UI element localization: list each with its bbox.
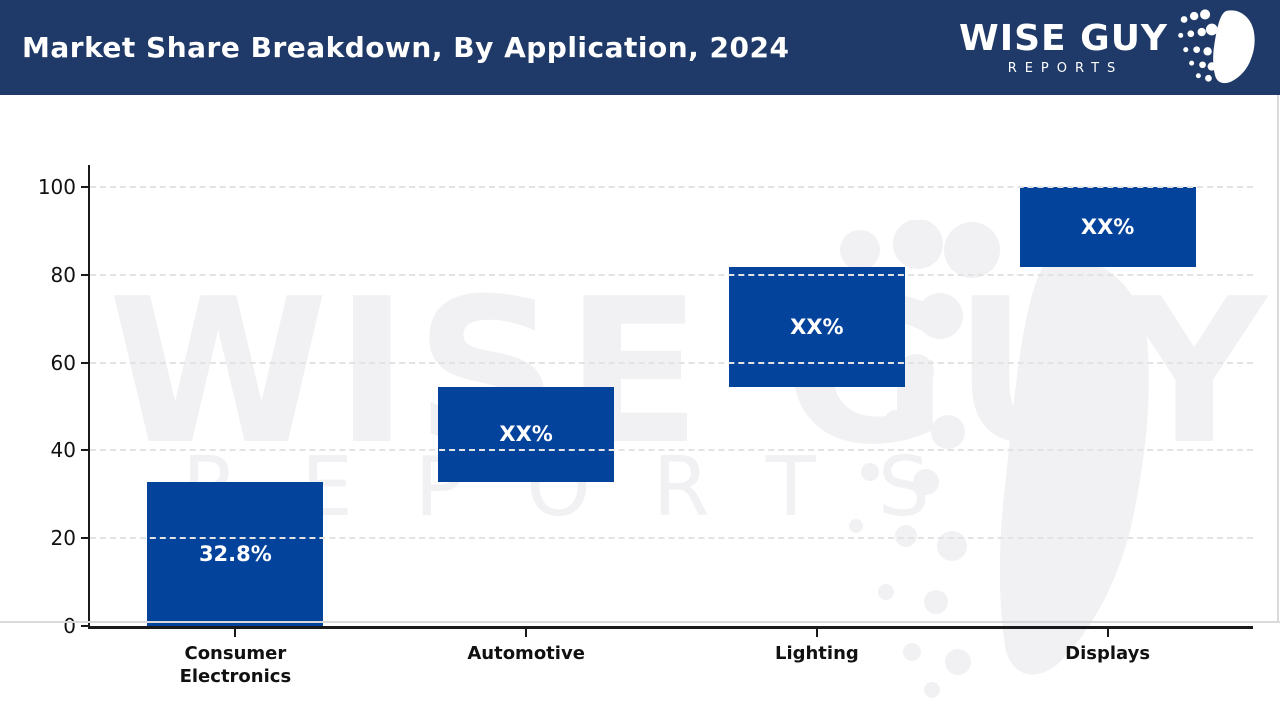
y-tick-mark-20 — [81, 537, 90, 540]
chart-canvas: WISE GUY REPORTS 0 20 40 60 80 100 32.8% Consum… — [0, 95, 1280, 720]
bar-value-label: XX% — [1080, 214, 1135, 239]
bar-displays[interactable]: XX% — [1019, 187, 1196, 267]
bar-consumer-electronics[interactable]: 32.8% — [147, 482, 324, 626]
gridline-100 — [90, 186, 1253, 188]
y-tick-mark-100 — [81, 186, 90, 188]
card-border-right — [1277, 0, 1279, 623]
x-tick-mark-automotive — [525, 629, 528, 637]
y-tick-label-100: 100 — [37, 175, 76, 199]
x-axis-label-consumer-electronics: Consumer Electronics — [179, 643, 292, 687]
y-axis-line — [88, 165, 90, 629]
y-tick-mark-60 — [81, 361, 90, 364]
bar-automotive[interactable]: XX% — [438, 386, 615, 482]
x-tick-mark-lighting — [815, 629, 818, 637]
y-tick-mark-80 — [81, 273, 90, 276]
y-tick-mark-0 — [81, 625, 90, 627]
y-tick-label-80: 80 — [50, 262, 76, 287]
bar-value-label: XX% — [790, 314, 844, 339]
x-axis-line — [90, 626, 1253, 629]
wise-guy-logo: WISE GUY REPORTS — [959, 6, 1258, 90]
gridline-20 — [90, 537, 1253, 540]
gridline-60 — [90, 361, 1253, 364]
logo-sub-text: REPORTS — [1007, 60, 1124, 76]
y-tick-label-40: 40 — [50, 438, 76, 463]
y-tick-label-60: 60 — [50, 350, 76, 375]
card-border-bottom — [0, 621, 1280, 623]
y-tick-label-0: 0 — [63, 614, 76, 638]
x-axis-label-lighting: Lighting — [774, 643, 859, 664]
x-axis-label-displays: Displays — [1065, 643, 1151, 664]
y-tick-label-20: 20 — [50, 526, 76, 551]
x-axis-label-automotive: Automotive — [467, 643, 585, 664]
gridline-40 — [90, 449, 1253, 452]
bar-value-label: 32.8% — [198, 541, 272, 566]
gridline-80 — [90, 273, 1253, 276]
page-title: Market Share Breakdown, By Application, … — [22, 31, 790, 64]
x-tick-mark-consumer-electronics — [234, 629, 237, 637]
x-tick-mark-displays — [1106, 629, 1109, 637]
y-tick-mark-40 — [81, 449, 90, 452]
header-bar: Market Share Breakdown, By Application, … — [0, 0, 1280, 95]
logo-brand-text: WISE GUY — [958, 17, 1168, 59]
bar-value-label: XX% — [499, 422, 553, 447]
wise-guy-face-icon — [1178, 8, 1255, 83]
bar-lighting[interactable]: XX% — [728, 266, 905, 387]
